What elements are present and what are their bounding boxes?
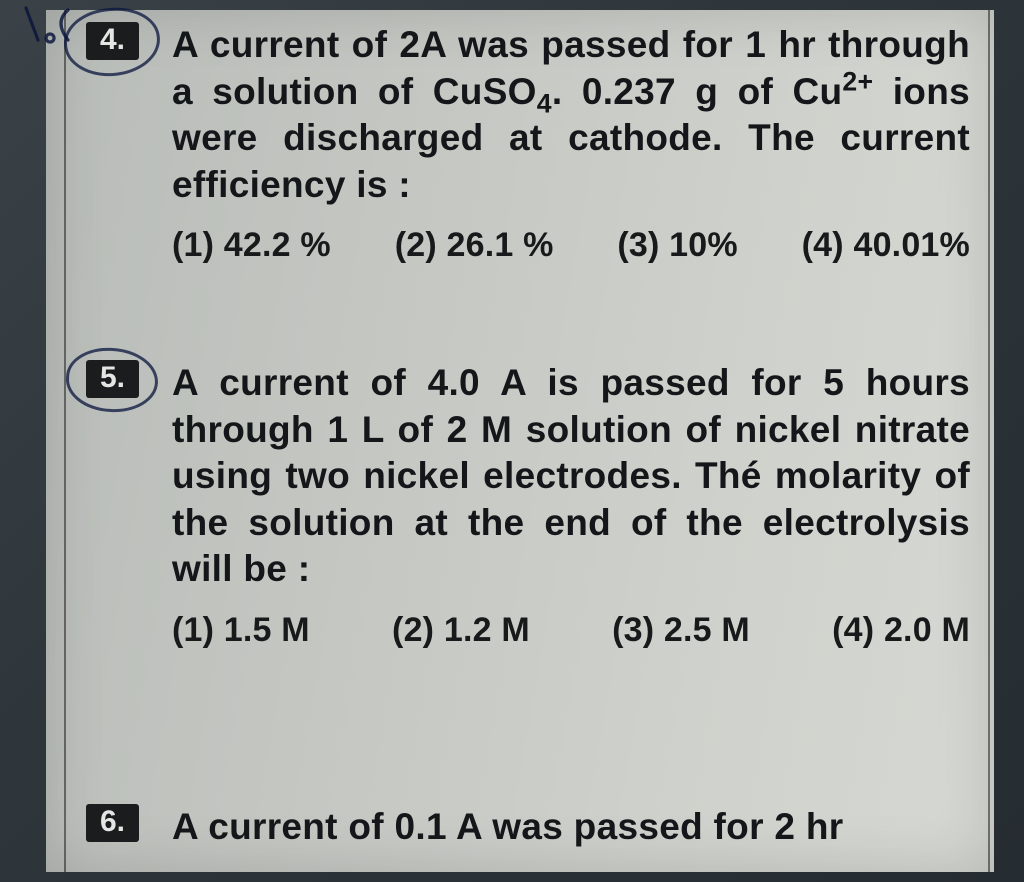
q5-option-1: (1) 1.5 M bbox=[172, 611, 310, 650]
question-5-number: 5. bbox=[86, 360, 139, 398]
q5-option-2: (2) 1.2 M bbox=[392, 611, 530, 650]
q4-option-3: (3) 10% bbox=[617, 226, 737, 265]
question-5-options: (1) 1.5 M (2) 1.2 M (3) 2.5 M (4) 2.0 M bbox=[172, 611, 970, 650]
question-6-body: A current of 0.1 A was passed for 2 hr bbox=[172, 804, 970, 851]
question-4-number: 4. bbox=[86, 22, 139, 60]
margin-line-right bbox=[988, 10, 990, 872]
margin-line-left bbox=[64, 10, 66, 872]
textbook-page: 4. A current of 2A was passed for 1 hr t… bbox=[46, 10, 994, 872]
question-5: 5. A current of 4.0 A is passed for 5 ho… bbox=[86, 360, 970, 650]
q5-option-4: (4) 2.0 M bbox=[832, 611, 970, 650]
question-6-number: 6. bbox=[86, 804, 139, 842]
question-5-body: A current of 4.0 A is passed for 5 hours… bbox=[172, 360, 970, 593]
q5-option-3: (3) 2.5 M bbox=[612, 611, 750, 650]
q4-option-2: (2) 26.1 % bbox=[395, 226, 554, 265]
q4-option-4: (4) 40.01% bbox=[802, 226, 970, 265]
question-5-number-wrap: 5. bbox=[86, 360, 139, 398]
question-6: 6. A current of 0.1 A was passed for 2 h… bbox=[86, 804, 970, 851]
question-4-options: (1) 42.2 % (2) 26.1 % (3) 10% (4) 40.01% bbox=[172, 226, 970, 265]
q4-option-1: (1) 42.2 % bbox=[172, 226, 331, 265]
question-6-number-wrap: 6. bbox=[86, 804, 139, 842]
question-4: 4. A current of 2A was passed for 1 hr t… bbox=[86, 22, 970, 265]
question-4-number-wrap: 4. bbox=[86, 22, 139, 60]
question-4-body: A current of 2A was passed for 1 hr thro… bbox=[172, 22, 970, 208]
